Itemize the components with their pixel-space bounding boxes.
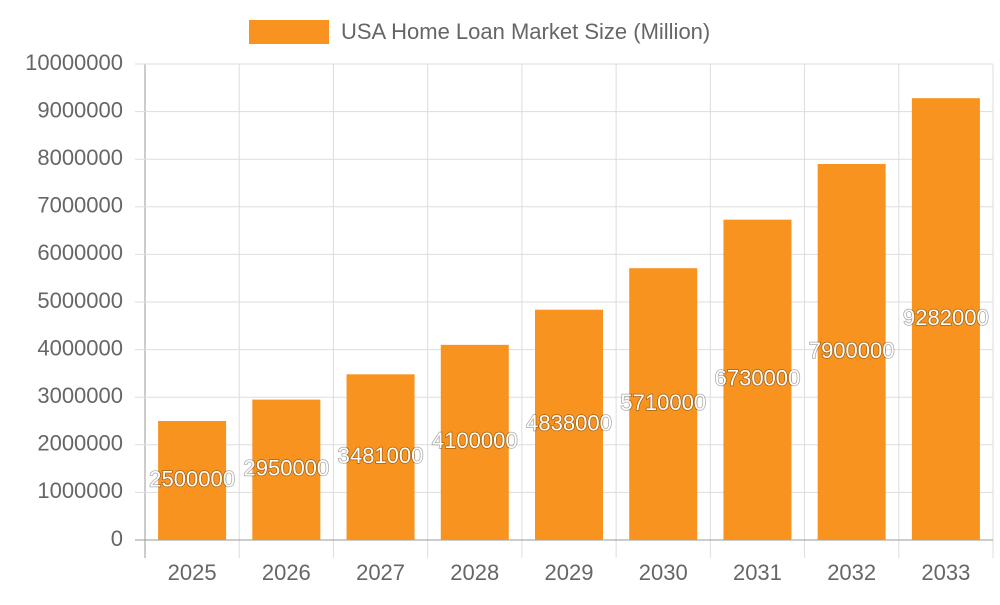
bar <box>817 163 886 540</box>
data-label: 9282000 <box>903 305 989 330</box>
bar <box>158 421 227 540</box>
y-tick-label: 4000000 <box>37 335 123 360</box>
y-tick-label: 10000000 <box>25 50 123 75</box>
x-tick-label: 2027 <box>356 560 405 585</box>
x-tick-label: 2029 <box>545 560 594 585</box>
x-tick-label: 2028 <box>450 560 499 585</box>
bar <box>723 219 792 541</box>
legend-swatch <box>249 20 329 44</box>
data-label: 2500000 <box>149 466 235 491</box>
bar <box>535 309 603 540</box>
data-label: 7900000 <box>809 338 895 363</box>
y-tick-label: 1000000 <box>37 478 123 503</box>
bar <box>629 268 698 540</box>
y-tick-label: 9000000 <box>37 97 123 122</box>
bar <box>911 98 980 540</box>
x-tick-label: 2033 <box>921 560 970 585</box>
data-label: 4100000 <box>432 428 518 453</box>
x-tick-label: 2032 <box>827 560 876 585</box>
data-label: 3481000 <box>338 443 424 468</box>
x-tick-label: 2030 <box>639 560 688 585</box>
y-tick-label: 5000000 <box>37 288 123 313</box>
y-tick-label: 8000000 <box>37 145 123 170</box>
x-tick-label: 2031 <box>733 560 782 585</box>
data-label: 2950000 <box>244 456 330 481</box>
x-tick-label: 2025 <box>168 560 217 585</box>
y-tick-label: 3000000 <box>37 383 123 408</box>
data-label: 4838000 <box>526 411 612 436</box>
data-label: 6730000 <box>715 366 801 391</box>
legend-label: USA Home Loan Market Size (Million) <box>341 19 710 44</box>
bar <box>440 344 509 540</box>
bar <box>252 399 321 540</box>
y-tick-label: 0 <box>111 526 123 551</box>
y-tick-label: 7000000 <box>37 193 123 218</box>
y-tick-label: 2000000 <box>37 431 123 456</box>
y-tick-label: 6000000 <box>37 240 123 265</box>
x-tick-label: 2026 <box>262 560 311 585</box>
data-label: 5710000 <box>620 390 706 415</box>
bar <box>346 374 415 540</box>
